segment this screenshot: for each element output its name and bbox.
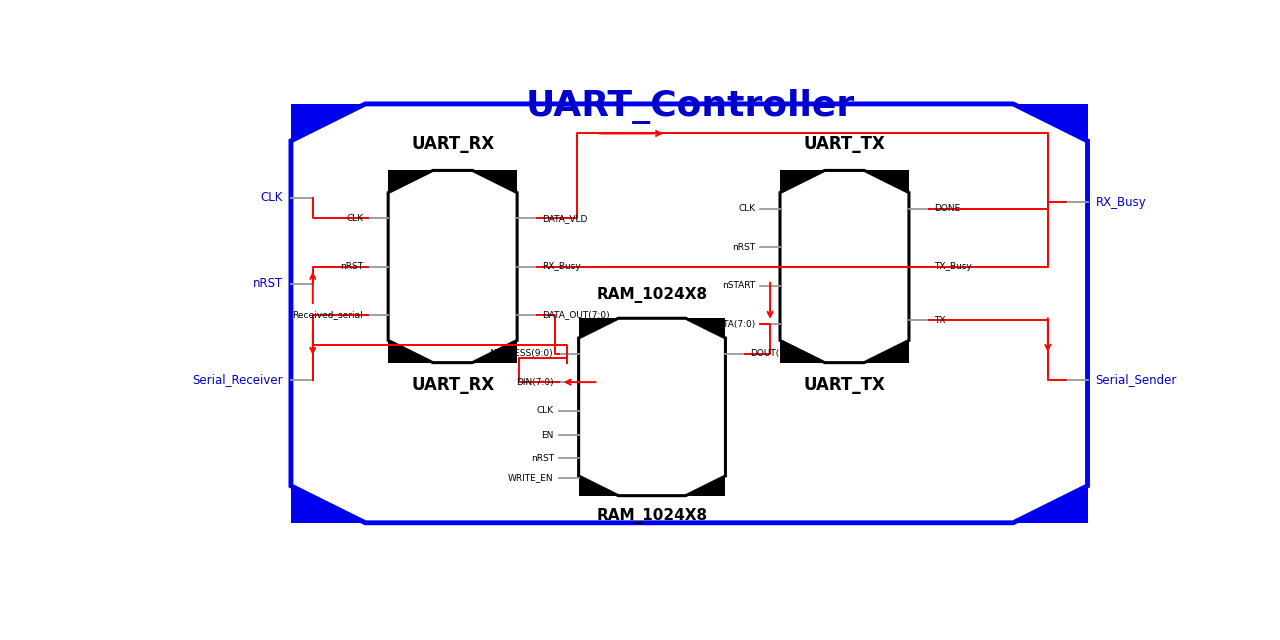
Polygon shape [1014, 104, 1088, 141]
Text: nRST: nRST [732, 243, 755, 252]
Text: CLK: CLK [261, 191, 283, 204]
Text: UART_RX: UART_RX [411, 376, 494, 394]
Text: Received_serial: Received_serial [293, 310, 364, 319]
Text: RX_Busy: RX_Busy [1096, 196, 1146, 209]
Polygon shape [291, 104, 365, 141]
Text: DATA(7:0): DATA(7:0) [710, 320, 755, 329]
Text: RAM_1024X8: RAM_1024X8 [596, 287, 708, 303]
Text: nSTART: nSTART [722, 281, 755, 291]
Polygon shape [686, 318, 726, 338]
Text: EN: EN [541, 431, 554, 440]
Polygon shape [1014, 486, 1088, 523]
Polygon shape [472, 340, 517, 363]
Polygon shape [864, 170, 909, 193]
Text: nRST: nRST [531, 454, 554, 463]
Text: UART_Controller: UART_Controller [526, 89, 855, 124]
Text: Serial_Sender: Serial_Sender [1096, 373, 1176, 387]
Polygon shape [780, 340, 824, 363]
Text: TX: TX [933, 316, 945, 325]
Text: DIN(7:0): DIN(7:0) [516, 378, 554, 387]
Text: CLK: CLK [739, 204, 755, 213]
Text: UART_TX: UART_TX [804, 135, 886, 153]
Text: DATA_OUT(7:0): DATA_OUT(7:0) [541, 310, 609, 319]
Text: WRITE_EN: WRITE_EN [508, 474, 554, 483]
Text: nRST: nRST [340, 262, 364, 271]
Text: TX_Busy: TX_Busy [933, 262, 972, 271]
Text: UART_TX: UART_TX [804, 376, 886, 394]
Text: CLK: CLK [536, 406, 554, 415]
Text: DATA_VLD: DATA_VLD [541, 214, 588, 223]
Text: UART_RX: UART_RX [411, 135, 494, 153]
Polygon shape [388, 170, 433, 193]
Text: DOUT(7:0): DOUT(7:0) [750, 349, 797, 358]
Polygon shape [388, 340, 433, 363]
Text: RX_Busy: RX_Busy [541, 262, 581, 271]
Text: RAM_1024X8: RAM_1024X8 [596, 508, 708, 524]
Polygon shape [686, 476, 726, 495]
Text: Serial_Receiver: Serial_Receiver [192, 373, 283, 387]
Polygon shape [472, 170, 517, 193]
Text: nRST: nRST [252, 277, 283, 291]
Polygon shape [780, 170, 824, 193]
Text: DONE: DONE [933, 204, 960, 213]
Polygon shape [291, 486, 365, 523]
Polygon shape [579, 476, 618, 495]
Text: ADDRESS(9:0): ADDRESS(9:0) [489, 349, 554, 358]
Text: CLK: CLK [346, 214, 364, 223]
Polygon shape [579, 318, 618, 338]
Polygon shape [864, 340, 909, 363]
